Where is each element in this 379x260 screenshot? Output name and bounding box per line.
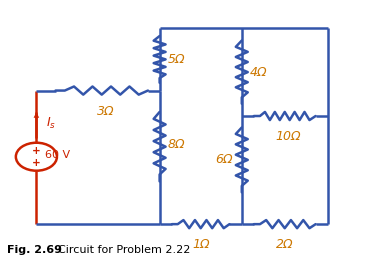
Text: 1Ω: 1Ω (192, 238, 210, 251)
Text: 2Ω: 2Ω (276, 238, 293, 251)
Text: 6Ω: 6Ω (215, 153, 232, 166)
Text: +: + (32, 158, 41, 168)
Text: 8Ω: 8Ω (168, 138, 185, 151)
Text: 4Ω: 4Ω (250, 66, 268, 79)
Text: 5Ω: 5Ω (168, 53, 185, 66)
Text: 60 V: 60 V (45, 151, 70, 160)
Text: Fig. 2.69: Fig. 2.69 (6, 245, 61, 255)
Text: Circuit for Problem 2.22: Circuit for Problem 2.22 (51, 245, 191, 255)
Text: $I_s$: $I_s$ (46, 116, 56, 131)
Text: 10Ω: 10Ω (276, 130, 301, 143)
Text: +: + (32, 146, 41, 156)
Text: 3Ω: 3Ω (97, 105, 114, 118)
